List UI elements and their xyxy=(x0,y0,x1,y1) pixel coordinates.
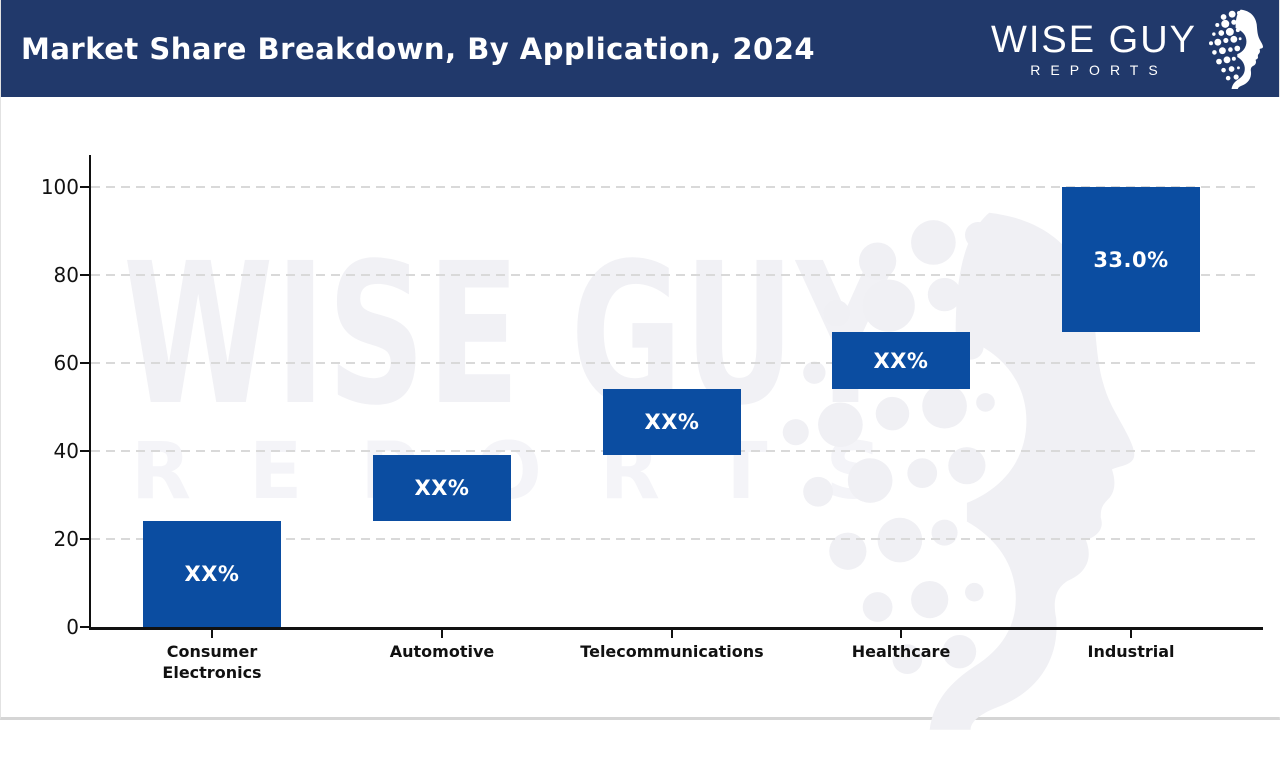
y-axis-line xyxy=(89,155,91,629)
y-gridline xyxy=(91,274,1256,276)
y-axis-tick-mark xyxy=(80,626,89,628)
y-gridline xyxy=(91,186,1256,188)
wiseguy-logo: WISE GUY REPORTS xyxy=(991,6,1267,92)
y-axis-tick-label: 80 xyxy=(53,263,79,287)
x-axis-tick-mark xyxy=(211,629,213,638)
bar-value-label: XX% xyxy=(644,410,700,435)
y-axis-tick-label: 20 xyxy=(53,527,79,551)
watermark-subtext: REPORTS xyxy=(131,427,940,517)
bar-healthcare: XX% xyxy=(832,332,970,390)
x-axis-category-label: Automotive xyxy=(389,642,495,661)
watermark-wordmark: WISE GUY xyxy=(123,221,897,448)
bar-value-label: 33.0% xyxy=(1093,247,1169,272)
header: Market Share Breakdown, By Application, … xyxy=(1,0,1279,97)
bar-telecommunications: XX% xyxy=(603,389,741,456)
bar-automotive: XX% xyxy=(373,455,511,522)
logo-text: WISE GUY REPORTS xyxy=(991,21,1197,77)
logo-subtext: REPORTS xyxy=(1030,62,1168,78)
y-axis-tick-mark xyxy=(80,362,89,364)
bar-value-label: XX% xyxy=(873,348,929,373)
x-axis-category-label: Industrial xyxy=(1087,642,1175,661)
y-axis-tick-label: 0 xyxy=(66,615,79,639)
x-axis-category-label: Consumer Electronics xyxy=(162,642,262,682)
bar-consumer-electronics: XX% xyxy=(143,521,281,627)
y-axis-tick-label: 40 xyxy=(53,439,79,463)
y-axis-tick-mark xyxy=(80,186,89,188)
bar-value-label: XX% xyxy=(414,476,470,501)
y-axis-tick-mark xyxy=(80,274,89,276)
bar-value-label: XX% xyxy=(184,562,240,587)
x-axis-tick-mark xyxy=(1130,629,1132,638)
y-gridline xyxy=(91,362,1256,364)
x-axis-category-label: Healthcare xyxy=(851,642,951,661)
chart-area: WISE GUY REPORTS 0 20 40 60 80 100 XX% Consumer… xyxy=(1,97,1280,730)
y-axis-tick-mark xyxy=(80,450,89,452)
y-axis-tick-label: 60 xyxy=(53,351,79,375)
x-axis-tick-mark xyxy=(441,629,443,638)
page-title: Market Share Breakdown, By Application, … xyxy=(21,31,816,66)
x-axis-tick-mark xyxy=(671,629,673,638)
bar-industrial: 33.0% xyxy=(1062,187,1200,333)
x-axis-tick-mark xyxy=(900,629,902,638)
logo-head-icon xyxy=(1209,9,1263,89)
chart-frame: Market Share Breakdown, By Application, … xyxy=(0,0,1280,730)
x-axis-category-label: Telecommunications xyxy=(580,642,764,661)
y-gridline xyxy=(91,538,1256,540)
y-axis-tick-label: 100 xyxy=(40,175,79,199)
logo-wordmark: WISE GUY xyxy=(990,19,1197,61)
y-axis-tick-mark xyxy=(80,538,89,540)
x-axis-line xyxy=(89,627,1263,630)
